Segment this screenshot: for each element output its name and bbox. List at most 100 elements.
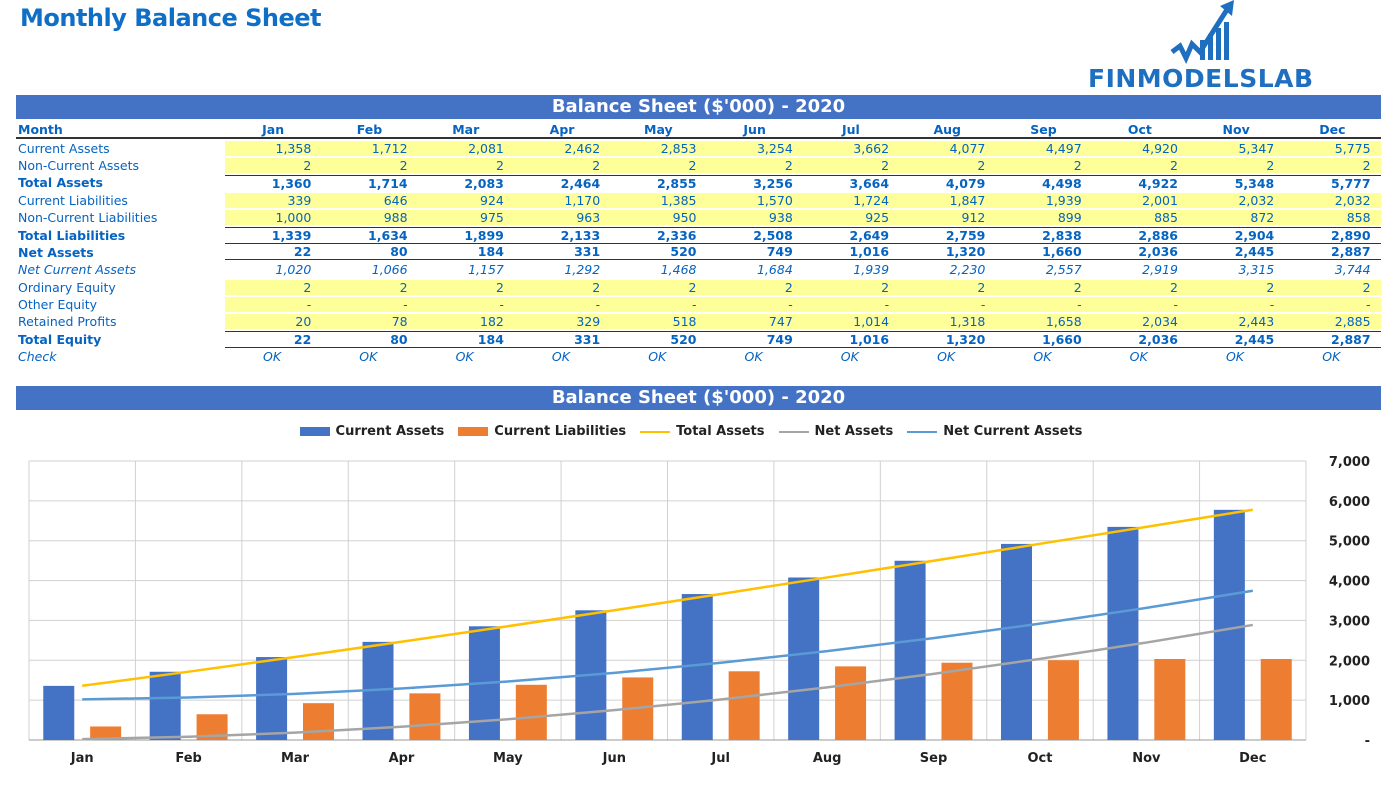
x-tick-label: Sep	[920, 751, 948, 766]
table-cell: 1,468	[660, 262, 697, 278]
x-tick-label: Jun	[602, 751, 626, 766]
row-label: Current Liabilities	[18, 192, 128, 208]
table-row: Other Equity - - - - - - - - - - - -	[16, 296, 1381, 313]
table-cell: 3,315	[1238, 262, 1275, 278]
table-cell: -	[403, 297, 408, 313]
row-label: Current Assets	[18, 140, 110, 156]
x-tick-label: Nov	[1132, 751, 1161, 766]
table-cell: 1,714	[368, 175, 408, 191]
table-cell: -	[980, 297, 986, 313]
y-tick-label: 1,000	[1329, 694, 1370, 709]
table-cell: 520	[670, 244, 697, 260]
table-cell: 2	[977, 157, 986, 173]
table-cell: 2	[1073, 279, 1082, 295]
chart-legend: Current Assets Current Liabilities Total A…	[0, 424, 1396, 439]
table-cell: 1,020	[275, 262, 312, 278]
table-row: Current Liabilities 339 646 924 1,170 1,385 1,…	[16, 192, 1381, 209]
table-cell: 2,133	[560, 227, 601, 243]
table-cell: OK	[1225, 349, 1245, 365]
table-cell: 963	[576, 210, 601, 226]
table-cell: 1,684	[756, 262, 793, 278]
table-cell: 1,899	[464, 227, 504, 243]
table-cell: 2	[784, 157, 793, 173]
table-cell: 4,077	[949, 140, 986, 156]
table-row: Current Assets 1,358 1,712 2,081 2,462 2,853 3…	[16, 139, 1381, 156]
row-label: Non-Current Assets	[18, 157, 140, 173]
y-tick-label: 6,000	[1329, 495, 1370, 510]
table-cell: 2,904	[1234, 227, 1275, 243]
table-cell: -	[1269, 297, 1275, 313]
table-cell: 1,157	[468, 262, 504, 278]
table-cell: 2,230	[949, 262, 986, 278]
current-liabilities-bar	[728, 671, 760, 740]
total-assets-line	[82, 508, 1253, 688]
y-tick-label: 2,000	[1329, 654, 1370, 669]
table-cell: 2,462	[564, 140, 601, 156]
table-cell: 2	[303, 157, 312, 173]
table-cell: 858	[1346, 210, 1371, 226]
y-tick-label: 3,000	[1329, 614, 1370, 629]
table-cell: 1,724	[853, 192, 890, 208]
legend-label: Current Liabilities	[494, 424, 627, 439]
table-cell: 872	[1250, 210, 1275, 226]
table-cell: 646	[383, 192, 408, 208]
table-cell: 912	[961, 210, 986, 226]
table-cell: 80	[390, 244, 408, 260]
table-cell: 2	[592, 279, 601, 295]
table-cell: 2	[399, 279, 408, 295]
table-cell: 2	[1362, 157, 1371, 173]
table-cell: 4,920	[1142, 140, 1178, 156]
table-row: Non-Current Assets 2 2 2 2 2 2 2 2 2 2 2 2	[16, 157, 1381, 174]
month-header: Aug	[933, 122, 961, 138]
table-cell: 184	[477, 331, 504, 347]
table-cell: 1,660	[1042, 244, 1082, 260]
table-cell: 518	[672, 314, 697, 330]
table-cell: 1,320	[945, 331, 986, 347]
table-cell: 3,744	[1334, 262, 1371, 278]
x-tick-label: Oct	[1027, 751, 1052, 766]
current-assets-bar	[894, 560, 926, 740]
table-cell: 1,016	[849, 331, 890, 347]
logo-text: FINMODELSLAB	[1088, 64, 1314, 93]
table-cell: 80	[390, 331, 408, 347]
table-cell: 1,014	[853, 314, 890, 330]
table-cell: 2,001	[1142, 192, 1178, 208]
x-tick-label: Aug	[813, 751, 842, 766]
table-cell: 4,498	[1042, 175, 1082, 191]
table-cell: OK	[551, 349, 570, 365]
month-header: Dec	[1319, 122, 1346, 138]
table-cell: OK	[744, 349, 763, 365]
table-cell: 2	[399, 157, 408, 173]
table-cell: 2,445	[1234, 331, 1275, 347]
table-cell: 975	[480, 210, 504, 226]
x-tick-label: Jul	[710, 751, 730, 766]
page-title: Monthly Balance Sheet	[20, 4, 322, 32]
current-liabilities-bar	[302, 703, 334, 740]
table-cell: 5,348	[1234, 175, 1275, 191]
table-cell: -	[1173, 297, 1178, 313]
table-cell: OK	[840, 349, 859, 365]
table-cell: 1,660	[1042, 331, 1082, 347]
table-cell: -	[595, 297, 601, 313]
month-header: May	[644, 122, 673, 138]
table-cell: 1,712	[371, 140, 408, 156]
table-cell: 2	[688, 279, 697, 295]
table-cell: 2,032	[1238, 192, 1275, 208]
current-assets-bar	[1001, 543, 1033, 740]
table-cell: 329	[576, 314, 601, 330]
table-cell: OK	[359, 349, 378, 365]
table-cell: 3,662	[853, 140, 890, 156]
table-cell: 1,939	[1045, 192, 1082, 208]
current-liabilities-bar	[941, 662, 973, 740]
table-cell: 2,890	[1331, 227, 1371, 243]
table-cell: 747	[768, 314, 793, 330]
table-cell: OK	[1322, 349, 1341, 365]
current-liabilities-bar	[409, 693, 441, 740]
table-cell: 2	[977, 279, 986, 295]
table-cell: 1,320	[945, 244, 986, 260]
table-cell: 2,336	[656, 227, 697, 243]
current-assets-bar	[256, 657, 288, 740]
row-label: Net Assets	[18, 244, 94, 260]
row-label: Other Equity	[18, 297, 97, 313]
chart-title-bar: Balance Sheet ($'000) - 2020	[16, 386, 1381, 410]
